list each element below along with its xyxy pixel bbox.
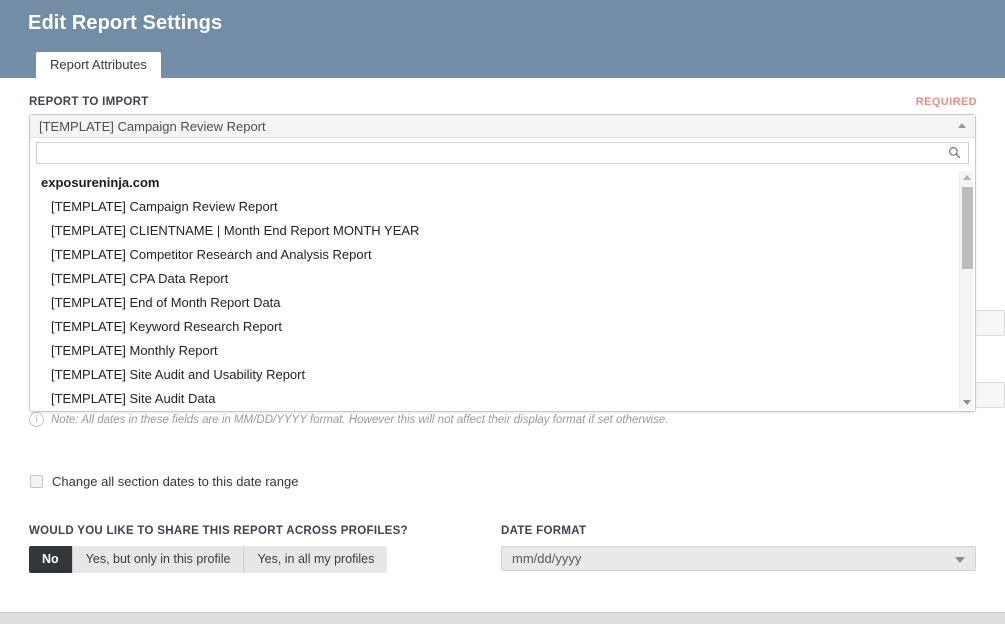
list-item[interactable]: [TEMPLATE] Keyword Research Report xyxy=(51,319,282,334)
report-to-import-combobox[interactable]: [TEMPLATE] Campaign Review Report exposu… xyxy=(29,114,976,412)
page-header: Edit Report Settings Report Attributes xyxy=(0,0,1005,78)
option-group-header: exposureninja.com xyxy=(41,175,160,190)
combobox-search-row xyxy=(30,138,975,169)
option-list-scrollbar[interactable] xyxy=(959,171,973,409)
scroll-up-arrow-icon[interactable] xyxy=(960,171,974,184)
note-text: Note: All dates in these fields are in M… xyxy=(51,413,669,426)
list-item[interactable]: [TEMPLATE] Monthly Report xyxy=(51,343,218,358)
change-section-dates-row[interactable]: Change all section dates to this date ra… xyxy=(30,474,298,489)
scrollbar-thumb[interactable] xyxy=(962,187,973,269)
chevron-down-icon[interactable] xyxy=(955,557,965,563)
share-across-profiles-segmented-control[interactable]: No Yes, but only in this profile Yes, in… xyxy=(29,546,388,573)
list-item[interactable]: [TEMPLATE] CLIENTNAME | Month End Report… xyxy=(51,223,420,238)
change-section-dates-label: Change all section dates to this date ra… xyxy=(52,474,299,489)
search-input[interactable] xyxy=(36,142,969,164)
share-across-profiles-group: WOULD YOU LIKE TO SHARE THIS REPORT ACRO… xyxy=(29,525,408,573)
list-item[interactable]: [TEMPLATE] Site Audit and Usability Repo… xyxy=(51,367,306,382)
date-format-value: mm/dd/yyyy xyxy=(512,551,582,566)
share-option-this-profile[interactable]: Yes, but only in this profile xyxy=(72,546,245,573)
change-section-dates-checkbox[interactable] xyxy=(30,475,43,488)
date-format-label: DATE FORMAT xyxy=(501,525,587,537)
combobox-option-list[interactable]: exposureninja.com [TEMPLATE] Campaign Re… xyxy=(30,169,975,411)
date-format-select[interactable]: mm/dd/yyyy xyxy=(501,546,976,571)
chevron-up-icon[interactable] xyxy=(958,123,966,128)
date-format-note: i Note: All dates in these fields are in… xyxy=(29,412,668,427)
combobox-selected-value[interactable]: [TEMPLATE] Campaign Review Report xyxy=(30,115,975,138)
page-title: Edit Report Settings xyxy=(28,12,223,34)
date-format-group: DATE FORMAT mm/dd/yyyy xyxy=(501,525,976,571)
tab-report-attributes[interactable]: Report Attributes xyxy=(36,52,161,78)
info-icon: i xyxy=(29,412,44,427)
page-footer xyxy=(0,612,1005,624)
share-option-all-profiles[interactable]: Yes, in all my profiles xyxy=(244,546,388,573)
list-item[interactable]: [TEMPLATE] Campaign Review Report xyxy=(51,199,278,214)
required-badge: REQUIRED xyxy=(915,96,977,108)
tab-bar: Report Attributes xyxy=(36,52,161,78)
combobox-selected-text: [TEMPLATE] Campaign Review Report xyxy=(39,118,266,134)
report-to-import-label: REPORT TO IMPORT xyxy=(29,96,149,108)
list-item[interactable]: [TEMPLATE] Competitor Research and Analy… xyxy=(51,247,372,262)
share-across-profiles-label: WOULD YOU LIKE TO SHARE THIS REPORT ACRO… xyxy=(29,525,408,537)
list-item[interactable]: [TEMPLATE] Site Audit Data xyxy=(51,391,216,406)
list-item[interactable]: [TEMPLATE] CPA Data Report xyxy=(51,271,229,286)
scroll-down-arrow-icon[interactable] xyxy=(960,396,974,409)
form-content: REPORT TO IMPORT REQUIRED [TEMPLATE] Cam… xyxy=(0,78,1005,612)
list-item[interactable]: [TEMPLATE] End of Month Report Data xyxy=(51,295,281,310)
share-option-no[interactable]: No xyxy=(29,546,73,573)
